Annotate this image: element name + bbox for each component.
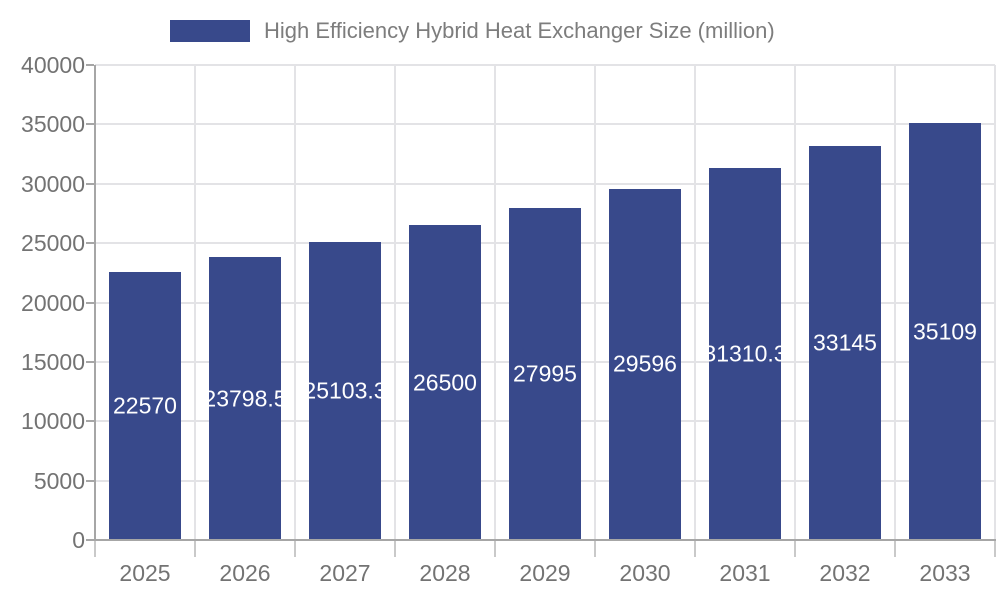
bar-value-label: 35109: [913, 318, 977, 345]
x-tick-label: 2026: [219, 560, 271, 586]
bar-value-label: 31310.3: [709, 340, 781, 367]
legend-label: High Efficiency Hybrid Heat Exchanger Si…: [264, 18, 775, 43]
y-tick: [86, 539, 94, 541]
legend-swatch: [170, 20, 250, 42]
x-tick: [494, 541, 496, 557]
gridline-vertical: [294, 65, 296, 540]
x-tick-label: 2030: [619, 560, 671, 586]
bar-2032[interactable]: 33145: [809, 146, 881, 540]
gridline-horizontal: [95, 123, 995, 126]
x-tick: [94, 541, 96, 557]
x-axis-line: [94, 539, 996, 541]
bar-2030[interactable]: 29596: [609, 188, 681, 540]
gridline-vertical: [494, 65, 496, 540]
x-tick-label: 2029: [519, 560, 571, 586]
bar-2031[interactable]: 31310.3: [709, 168, 781, 540]
bar-value-label: 27995: [513, 360, 577, 387]
bar-2026[interactable]: 23798.5: [209, 257, 281, 540]
y-axis-line: [94, 65, 96, 540]
x-tick: [694, 541, 696, 557]
y-tick-label: 0: [72, 527, 85, 553]
bar-value-label: 23798.5: [209, 385, 281, 412]
bar-2028[interactable]: 26500: [409, 225, 481, 540]
gridline-vertical: [694, 65, 696, 540]
x-tick: [794, 541, 796, 557]
x-tick-label: 2032: [819, 560, 871, 586]
bar-value-label: 29596: [613, 350, 677, 377]
gridline-vertical: [994, 65, 996, 540]
bar-2027[interactable]: 25103.3: [309, 241, 381, 540]
y-tick: [86, 420, 94, 423]
bar-value-label: 22570: [113, 392, 177, 419]
y-tick: [86, 301, 94, 304]
x-tick-label: 2033: [919, 560, 971, 586]
x-tick: [294, 541, 296, 557]
gridline-vertical: [894, 65, 896, 540]
plot-area: 22570 23798.5 25103.3 26500 27995 29596 31310.…: [86, 64, 996, 557]
x-tick: [394, 541, 396, 557]
y-tick-label: 30000: [21, 170, 85, 197]
x-tick: [194, 541, 196, 557]
x-tick: [594, 541, 596, 557]
y-tick-label: 25000: [21, 230, 85, 257]
bar-2029[interactable]: 27995: [509, 207, 581, 540]
bar-2033[interactable]: 35109: [909, 123, 981, 540]
x-axis-labels: 2025 2026 2027 2028 2029 2030 2031 2032 2033: [95, 559, 995, 589]
gridline-vertical: [194, 65, 196, 540]
gridline-horizontal: [95, 64, 995, 66]
bar-2025[interactable]: 22570: [109, 271, 181, 540]
y-tick: [86, 64, 94, 66]
gridline-horizontal: [95, 182, 995, 185]
y-tick-label: 5000: [33, 467, 85, 494]
x-tick: [994, 541, 996, 557]
bar-value-label: 26500: [413, 369, 477, 396]
x-tick-label: 2028: [419, 560, 471, 586]
gridline-vertical: [594, 65, 596, 540]
y-tick: [86, 479, 94, 482]
bar-value-label: 25103.3: [309, 377, 381, 404]
y-axis-labels: 0 5000 10000 15000 20000 25000 30000 35000 40000: [0, 52, 85, 553]
y-tick: [86, 182, 94, 185]
y-tick-label: 10000: [21, 408, 85, 435]
x-tick: [894, 541, 896, 557]
x-tick-label: 2027: [319, 560, 371, 586]
legend-item[interactable]: High Efficiency Hybrid Heat Exchanger Si…: [170, 18, 775, 44]
y-tick: [86, 123, 94, 126]
y-tick: [86, 242, 94, 245]
gridline-vertical: [394, 65, 396, 540]
y-tick-label: 40000: [21, 52, 85, 78]
x-tick-label: 2025: [119, 560, 171, 586]
y-tick: [86, 360, 94, 363]
x-tick-label: 2031: [719, 560, 771, 586]
y-tick-label: 35000: [21, 111, 85, 138]
gridline-vertical: [794, 65, 796, 540]
bar-value-label: 33145: [813, 329, 877, 356]
y-tick-label: 15000: [21, 348, 85, 375]
y-tick-label: 20000: [21, 289, 85, 316]
